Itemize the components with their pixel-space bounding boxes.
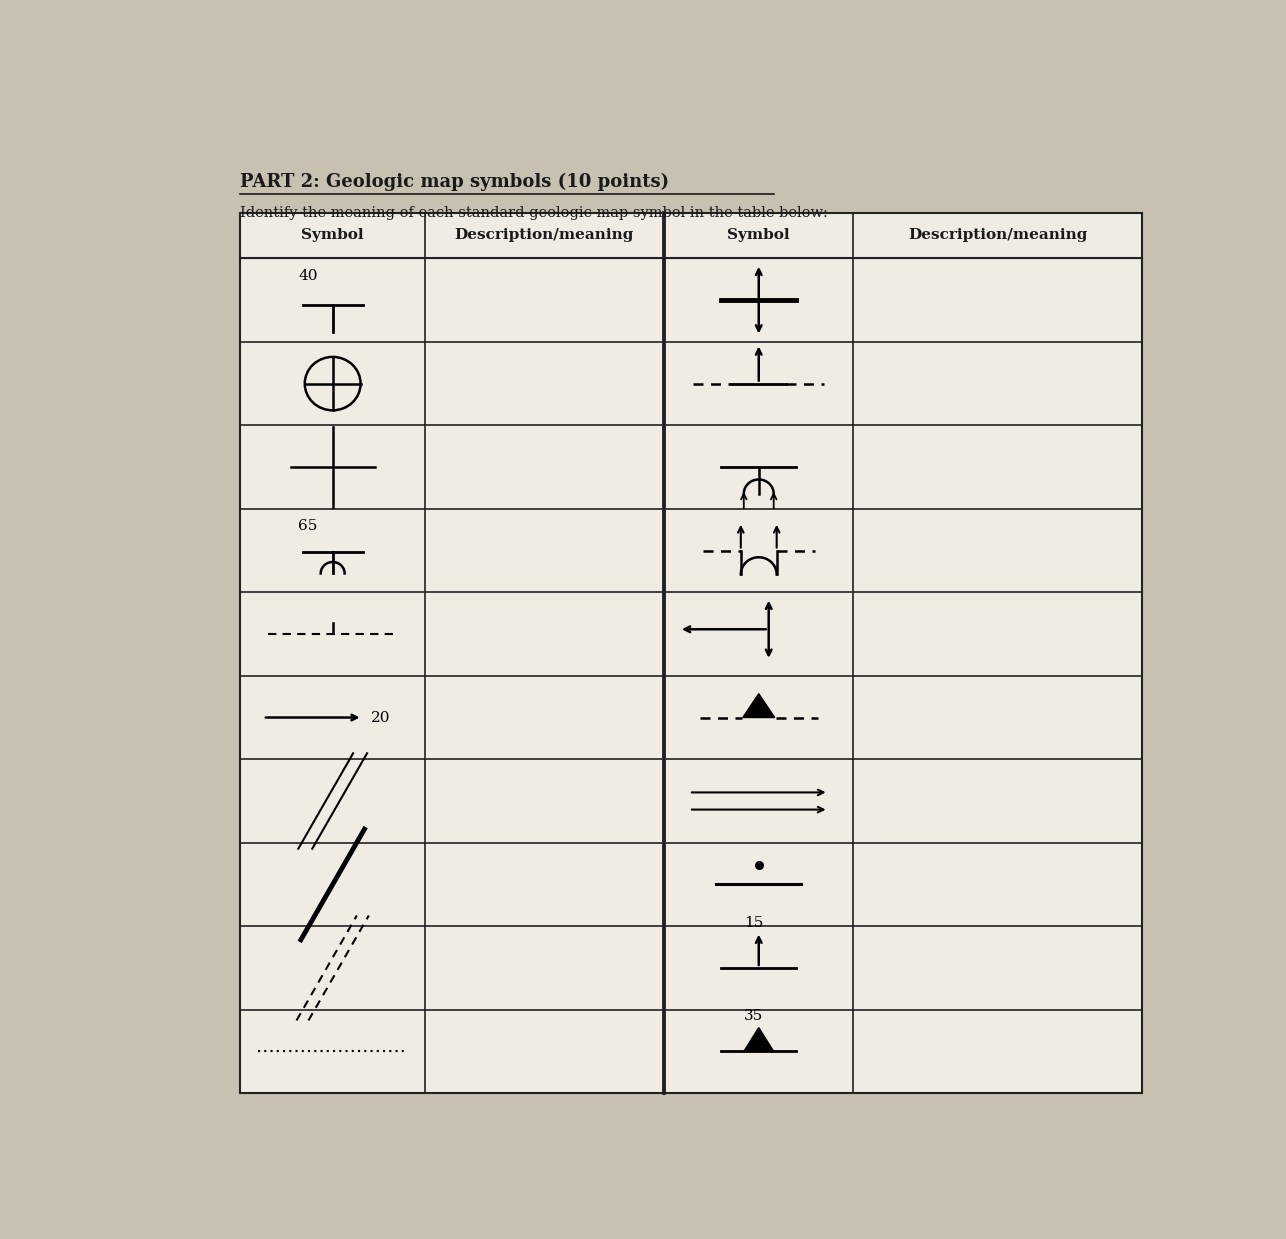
Bar	[240, 213, 1142, 259]
Text: 65: 65	[298, 519, 318, 534]
Text: 20: 20	[370, 710, 390, 725]
Text: 15: 15	[745, 916, 764, 929]
Text: Description/meaning: Description/meaning	[908, 228, 1088, 243]
Text: Identify the meaning of each standard geologic map symbol in the table below:: Identify the meaning of each standard ge…	[240, 206, 828, 219]
Text: 35: 35	[745, 1009, 764, 1023]
Text: 40: 40	[298, 269, 318, 282]
Text: Symbol: Symbol	[301, 228, 364, 243]
Bar	[240, 259, 1142, 1093]
Text: PART 2: Geologic map symbols (10 points): PART 2: Geologic map symbols (10 points)	[240, 173, 670, 191]
Text: Symbol: Symbol	[728, 228, 790, 243]
Polygon shape	[743, 694, 774, 717]
Polygon shape	[743, 1027, 774, 1052]
Text: Description/meaning: Description/meaning	[455, 228, 634, 243]
